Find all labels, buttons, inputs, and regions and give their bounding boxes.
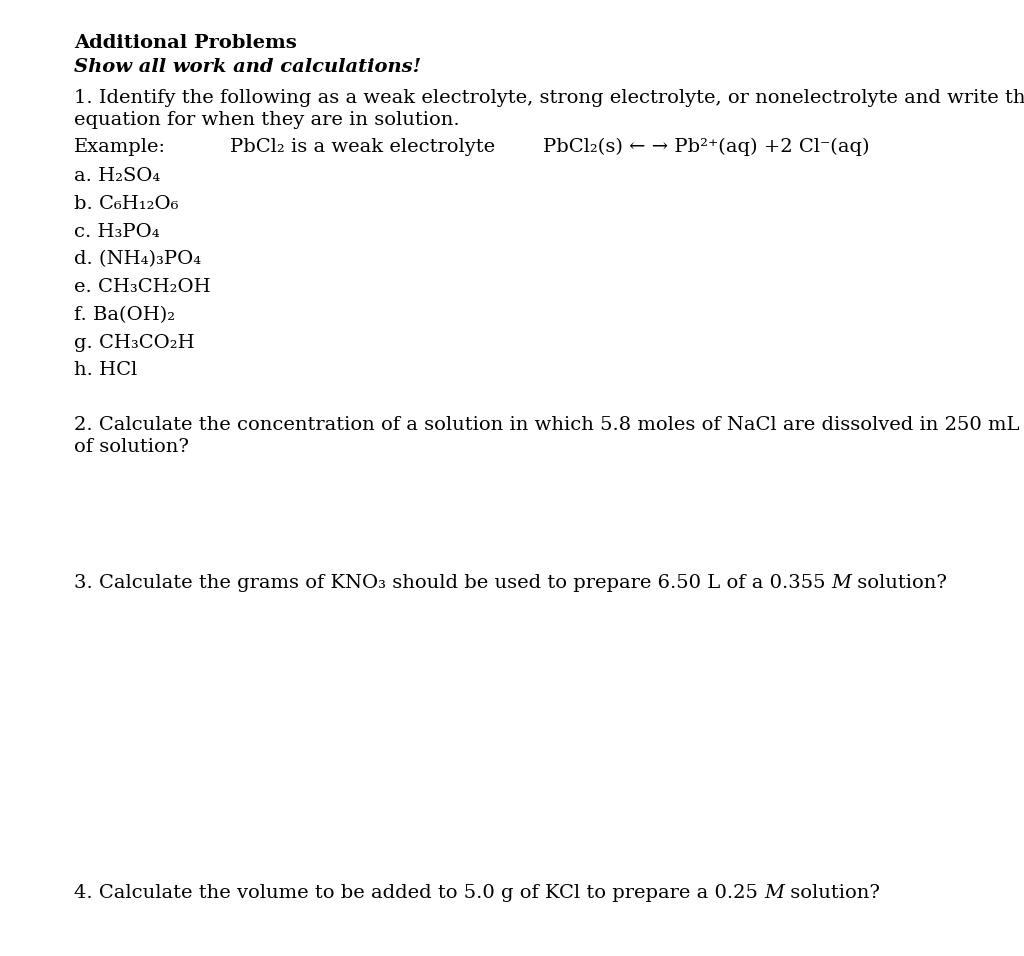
Text: equation for when they are in solution.: equation for when they are in solution. <box>74 111 460 129</box>
Text: M: M <box>831 574 852 592</box>
Text: g. CH₃CO₂H: g. CH₃CO₂H <box>74 334 195 352</box>
Text: 1. Identify the following as a weak electrolyte, strong electrolyte, or nonelect: 1. Identify the following as a weak elec… <box>74 89 1024 107</box>
Text: a. H₂SO₄: a. H₂SO₄ <box>74 167 160 185</box>
Text: M: M <box>764 884 783 902</box>
Text: PbCl₂(s) ← → Pb²⁺(aq) +2 Cl⁻(aq): PbCl₂(s) ← → Pb²⁺(aq) +2 Cl⁻(aq) <box>543 138 869 156</box>
Text: PbCl₂ is a weak electrolyte: PbCl₂ is a weak electrolyte <box>230 138 496 156</box>
Text: Additional Problems: Additional Problems <box>74 34 297 53</box>
Text: b. C₆H₁₂O₆: b. C₆H₁₂O₆ <box>74 195 178 213</box>
Text: c. H₃PO₄: c. H₃PO₄ <box>74 223 160 241</box>
Text: 2. Calculate the concentration of a solution in which 5.8 moles of NaCl are diss: 2. Calculate the concentration of a solu… <box>74 416 1019 434</box>
Text: h. HCl: h. HCl <box>74 361 137 380</box>
Text: e. CH₃CH₂OH: e. CH₃CH₂OH <box>74 278 210 296</box>
Text: 4. Calculate the volume to be added to 5.0 g of KCl to prepare a 0.25: 4. Calculate the volume to be added to 5… <box>74 884 764 902</box>
Text: f. Ba(OH)₂: f. Ba(OH)₂ <box>74 306 175 324</box>
Text: solution?: solution? <box>783 884 880 902</box>
Text: of solution?: of solution? <box>74 438 188 456</box>
Text: d. (NH₄)₃PO₄: d. (NH₄)₃PO₄ <box>74 250 201 269</box>
Text: Show all work and calculations!: Show all work and calculations! <box>74 58 421 76</box>
Text: solution?: solution? <box>852 574 947 592</box>
Text: 3. Calculate the grams of KNO₃ should be used to prepare 6.50 L of a 0.355: 3. Calculate the grams of KNO₃ should be… <box>74 574 831 592</box>
Text: Example:: Example: <box>74 138 166 156</box>
